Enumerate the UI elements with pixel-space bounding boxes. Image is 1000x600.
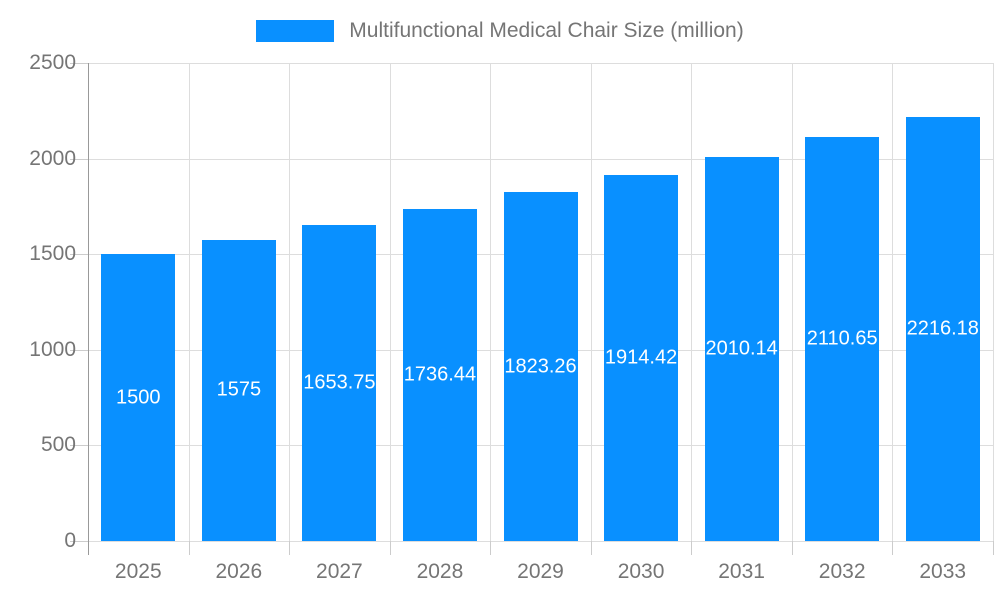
x-tick-label: 2026	[215, 560, 263, 583]
bar-value-label: 1500	[116, 386, 161, 409]
h-gridline	[88, 63, 993, 64]
bar-value-label: 1575	[216, 378, 262, 401]
y-tick-label: 2000	[29, 146, 76, 170]
bar-value-label: 2216.18	[906, 317, 979, 340]
bar-value-label: 2010.14	[705, 337, 778, 360]
x-tick-label: 2033	[919, 560, 967, 583]
chart-legend[interactable]: Multifunctional Medical Chair Size (mill…	[0, 19, 1000, 43]
y-tick	[70, 349, 88, 351]
bar	[302, 224, 377, 541]
bar-value-label: 1914.42	[604, 346, 678, 369]
x-tick	[993, 541, 994, 555]
x-tick	[691, 541, 693, 555]
bar	[704, 156, 779, 541]
x-tick	[892, 541, 894, 555]
y-tick-label: 0	[64, 529, 76, 552]
v-gridline	[892, 63, 894, 541]
x-tick-label: 2030	[617, 560, 665, 583]
y-tick	[70, 541, 88, 542]
bar	[201, 239, 276, 541]
x-tick-label: 2028	[416, 560, 464, 583]
y-axis-line	[88, 63, 89, 555]
h-gridline	[88, 158, 993, 160]
y-tick-label: 1500	[29, 242, 76, 266]
x-tick	[188, 541, 190, 555]
v-gridline	[691, 63, 693, 541]
x-tick-label: 2031	[718, 560, 765, 583]
x-tick	[490, 541, 492, 555]
bar-value-label: 1653.75	[303, 371, 376, 394]
legend-swatch-icon	[256, 20, 335, 42]
v-gridline	[791, 63, 793, 541]
bar-value-label: 1823.26	[504, 355, 577, 378]
bar	[905, 117, 980, 541]
y-tick	[70, 63, 88, 64]
bar	[503, 192, 578, 541]
bar	[101, 254, 176, 541]
h-gridline	[88, 541, 993, 542]
y-tick-label: 2500	[29, 51, 76, 74]
y-tick	[70, 254, 88, 256]
x-tick	[389, 541, 391, 555]
x-tick-label: 2027	[316, 560, 363, 583]
v-gridline	[389, 63, 391, 541]
x-tick-label: 2029	[517, 560, 564, 583]
x-tick	[791, 541, 793, 555]
x-tick-label: 2032	[818, 560, 866, 583]
v-gridline	[590, 63, 592, 541]
y-tick	[70, 158, 88, 160]
bar-value-label: 2110.65	[806, 327, 878, 350]
x-tick	[590, 541, 592, 555]
bar	[604, 174, 679, 541]
bar	[805, 137, 880, 541]
y-tick	[70, 445, 88, 447]
v-gridline	[188, 63, 190, 541]
x-tick	[289, 541, 291, 555]
v-gridline	[289, 63, 291, 541]
legend-label: Multifunctional Medical Chair Size (mill…	[349, 19, 744, 42]
y-tick-label: 1000	[29, 337, 76, 361]
y-tick-label: 500	[40, 433, 76, 457]
v-gridline	[993, 63, 994, 541]
bar-value-label: 1736.44	[403, 363, 477, 386]
x-tick-label: 2025	[114, 560, 162, 583]
bar	[402, 208, 477, 541]
v-gridline	[490, 63, 492, 541]
plot-area: 1500 1575 1653.75 1736.44 1823.26 1914.42 2010…	[88, 63, 994, 542]
